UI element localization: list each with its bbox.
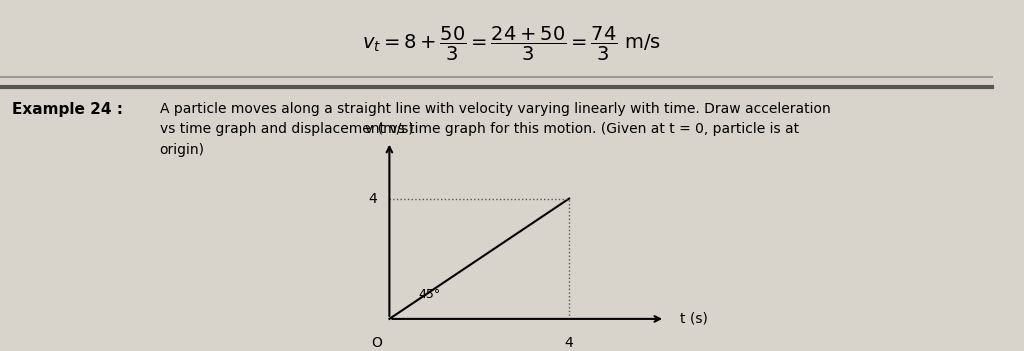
Text: O: O bbox=[372, 336, 383, 350]
Text: 45°: 45° bbox=[418, 287, 440, 300]
Text: 4: 4 bbox=[369, 192, 377, 206]
Text: 4: 4 bbox=[564, 336, 573, 350]
Text: t (s): t (s) bbox=[680, 312, 709, 326]
Text: A particle moves along a straight line with velocity varying linearly with time.: A particle moves along a straight line w… bbox=[160, 102, 830, 157]
Text: Example 24 :: Example 24 : bbox=[11, 102, 123, 117]
Text: $v_t = 8 + \dfrac{50}{3} = \dfrac{24+50}{3} = \dfrac{74}{3}$ m/s: $v_t = 8 + \dfrac{50}{3} = \dfrac{24+50}… bbox=[362, 25, 662, 63]
Text: v (m/s): v (m/s) bbox=[365, 121, 414, 135]
